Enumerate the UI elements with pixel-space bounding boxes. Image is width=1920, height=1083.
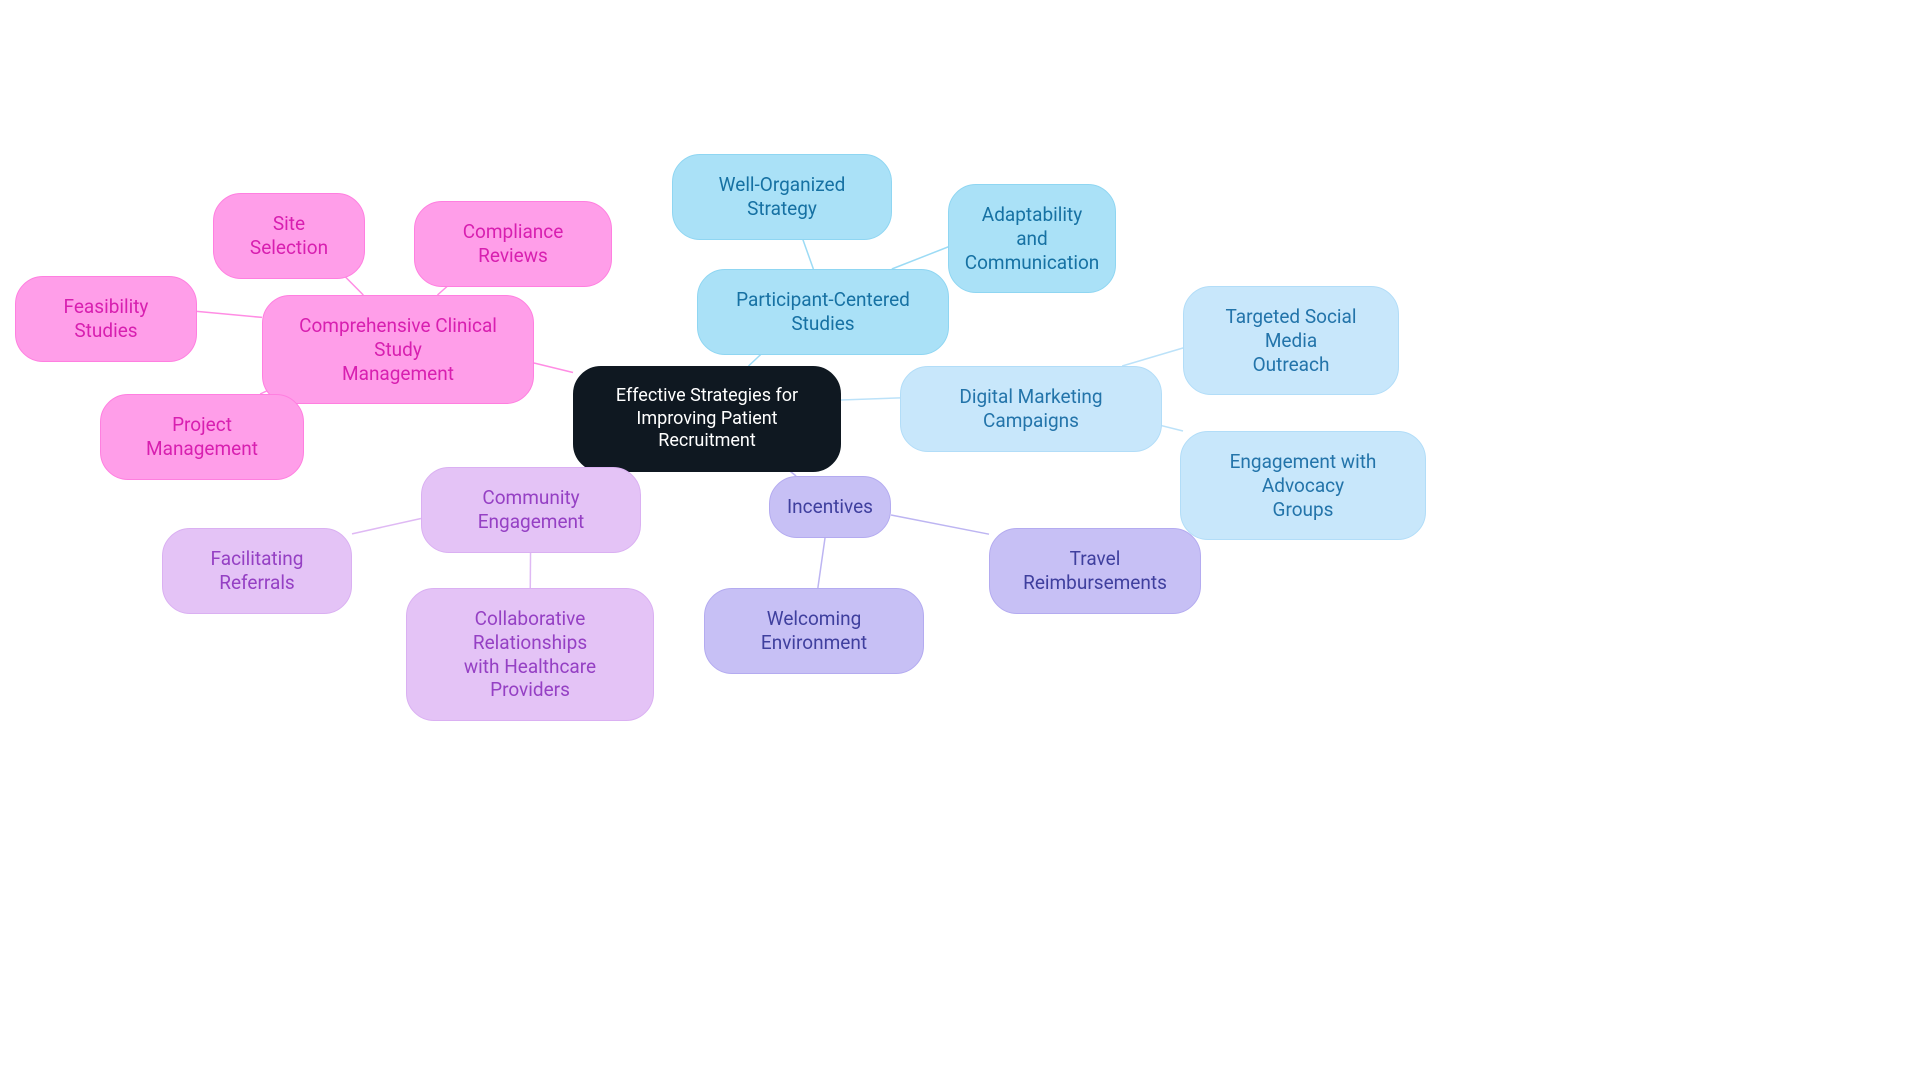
leaf-node: Well-Organized Strategy — [672, 154, 892, 240]
center-node: Effective Strategies forImproving Patien… — [573, 366, 841, 472]
leaf-node: Travel Reimbursements — [989, 528, 1201, 614]
leaf-node: Targeted Social MediaOutreach — [1183, 286, 1399, 395]
branch-node-clinical: Comprehensive Clinical StudyManagement — [262, 295, 534, 404]
leaf-node: Facilitating Referrals — [162, 528, 352, 614]
leaf-node: Project Management — [100, 394, 304, 480]
leaf-node: Site Selection — [213, 193, 365, 279]
leaf-node: Collaborative Relationshipswith Healthca… — [406, 588, 654, 721]
leaf-node: Compliance Reviews — [414, 201, 612, 287]
branch-node-participant: Participant-Centered Studies — [697, 269, 949, 355]
leaf-node: Adaptability andCommunication — [948, 184, 1116, 293]
mindmap-canvas: Effective Strategies forImproving Patien… — [0, 0, 1920, 1083]
leaf-node: Engagement with AdvocacyGroups — [1180, 431, 1426, 540]
branch-node-incentives: Incentives — [769, 476, 891, 538]
branch-node-digital: Digital Marketing Campaigns — [900, 366, 1162, 452]
leaf-node: Feasibility Studies — [15, 276, 197, 362]
branch-node-community: Community Engagement — [421, 467, 641, 553]
leaf-node: Welcoming Environment — [704, 588, 924, 674]
